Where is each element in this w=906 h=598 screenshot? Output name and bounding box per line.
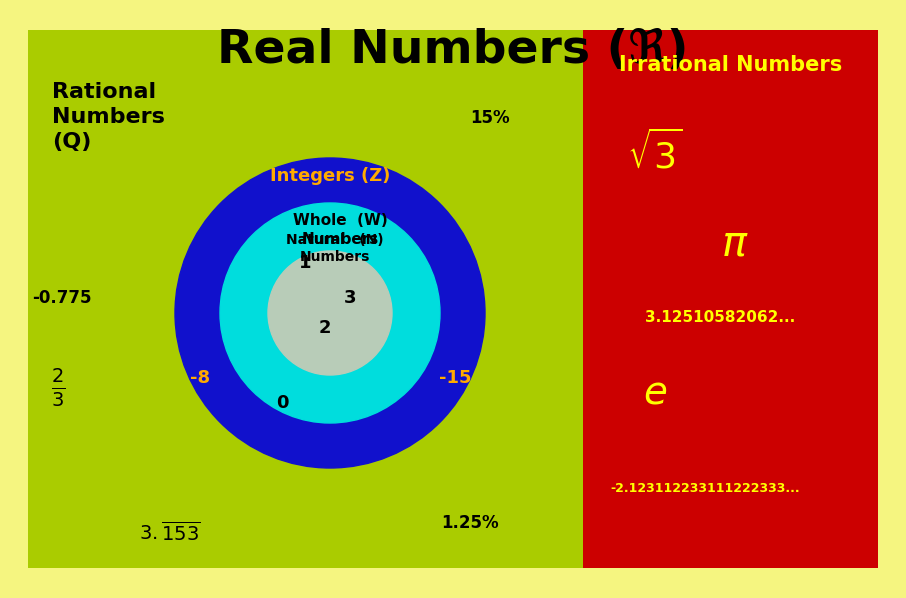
Text: -15: -15: [439, 369, 471, 387]
Text: Irrational Numbers: Irrational Numbers: [619, 55, 842, 75]
Text: 2: 2: [319, 319, 332, 337]
Bar: [28, 30, 583, 568]
Text: $e$: $e$: [643, 374, 667, 412]
Text: 1: 1: [299, 254, 312, 272]
Text: -0.775: -0.775: [33, 289, 92, 307]
Text: 3.12510582062...: 3.12510582062...: [645, 310, 795, 325]
Text: Integers (Z): Integers (Z): [270, 167, 390, 185]
Text: 1.25%: 1.25%: [441, 514, 499, 532]
Text: 3: 3: [343, 289, 356, 307]
Text: -8: -8: [190, 369, 210, 387]
Bar: [583, 30, 878, 568]
Circle shape: [220, 203, 440, 423]
Text: $\sqrt{3}$: $\sqrt{3}$: [627, 130, 683, 176]
Text: $3.\overline{153}$: $3.\overline{153}$: [140, 521, 201, 545]
Circle shape: [268, 251, 392, 375]
Text: $\frac{2}{3}$: $\frac{2}{3}$: [51, 367, 65, 409]
Text: Natural   (N)
Numbers: Natural (N) Numbers: [286, 233, 384, 264]
Text: Real Numbers (ℜ): Real Numbers (ℜ): [217, 28, 689, 73]
Text: $\pi$: $\pi$: [721, 222, 748, 264]
Text: Rational
Numbers
(Q): Rational Numbers (Q): [52, 82, 165, 152]
Text: -2.123112233111222333...: -2.123112233111222333...: [610, 481, 800, 495]
Text: 15%: 15%: [470, 109, 510, 127]
Text: Whole  (W)
Numbers: Whole (W) Numbers: [293, 213, 388, 246]
Text: 0: 0: [275, 394, 288, 412]
Circle shape: [175, 158, 485, 468]
